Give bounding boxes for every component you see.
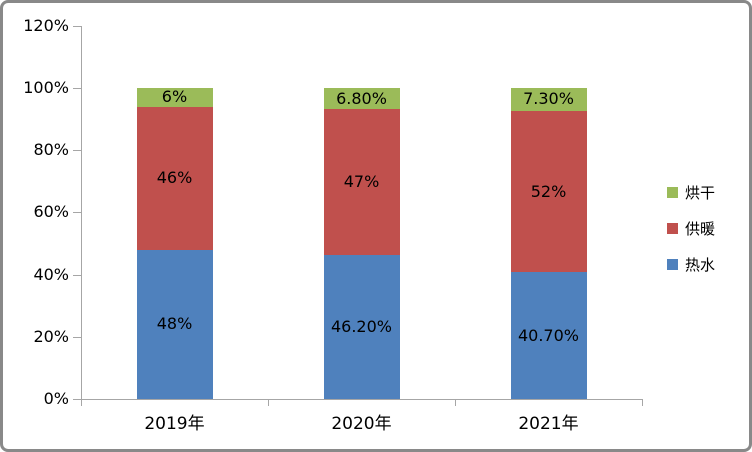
x-axis-line: [81, 399, 643, 400]
y-axis-tick-label: 100%: [23, 78, 69, 97]
x-axis-tick: [268, 400, 269, 406]
bar-segment-heating: [510, 110, 587, 273]
legend-swatch-drying: [667, 186, 678, 198]
legend-item-heating: 供暖: [667, 217, 715, 239]
bar-label-heating: 46%: [156, 168, 193, 188]
x-axis-tick: [455, 400, 456, 406]
legend-item-drying: 烘干: [667, 181, 715, 203]
y-axis-tick-label: 20%: [33, 326, 69, 346]
y-axis-tick: [73, 274, 81, 276]
bar-segment-hot-water: [136, 249, 213, 399]
x-axis-tick: [642, 400, 643, 406]
bar-segment-drying: [323, 88, 400, 110]
y-axis-tick-label: 60%: [33, 202, 69, 222]
y-axis-line: [81, 25, 82, 399]
legend-item-hot-water: 热水: [667, 253, 715, 275]
legend-label-hot-water: 热水: [685, 255, 716, 274]
x-axis-category-label: 2020年: [331, 414, 392, 434]
y-axis-tick-label: 0%: [43, 389, 69, 408]
x-axis-category-label: 2019年: [144, 414, 205, 434]
y-axis-tick: [73, 25, 81, 27]
y-axis-tick: [73, 399, 81, 400]
bar-label-heating: 52%: [530, 181, 567, 201]
bar-label-hot-water: 40.70%: [517, 325, 579, 345]
y-axis-tick: [73, 150, 81, 152]
bar-label-drying: 6%: [161, 87, 188, 107]
bar-label-hot-water: 46.20%: [330, 317, 392, 337]
bar-segment-hot-water: [510, 272, 587, 399]
legend-swatch-hot-water: [667, 258, 678, 270]
y-axis-tick-label: 80%: [33, 140, 69, 160]
x-axis-category-label: 2021年: [518, 414, 579, 434]
stacked-bar-chart: 0% 20% 40% 60% 80% 100% 120% 48% 46% 6% 2019年 46.20…: [3, 3, 749, 449]
bar-segment-heating: [323, 109, 400, 256]
legend: 烘干 供暖 热水: [667, 181, 715, 275]
bar-label-hot-water: 48%: [156, 314, 193, 334]
y-axis-tick: [73, 88, 81, 89]
y-axis-tick: [73, 212, 81, 214]
bar-label-heating: 47%: [343, 172, 380, 192]
x-axis-tick: [81, 400, 82, 406]
bar-label-drying: 7.30%: [523, 89, 574, 109]
bar-segment-heating: [136, 106, 213, 250]
y-axis-tick-label: 40%: [33, 264, 69, 284]
y-axis-tick-label: 120%: [23, 15, 69, 35]
y-axis-tick: [73, 336, 81, 338]
bar-label-drying: 6.80%: [336, 88, 387, 108]
legend-label-heating: 供暖: [685, 219, 716, 238]
legend-swatch-heating: [667, 222, 678, 234]
bar-segment-drying: [136, 88, 213, 107]
bar-segment-hot-water: [323, 255, 400, 399]
bar-segment-drying: [510, 88, 587, 111]
legend-label-drying: 烘干: [685, 183, 716, 202]
